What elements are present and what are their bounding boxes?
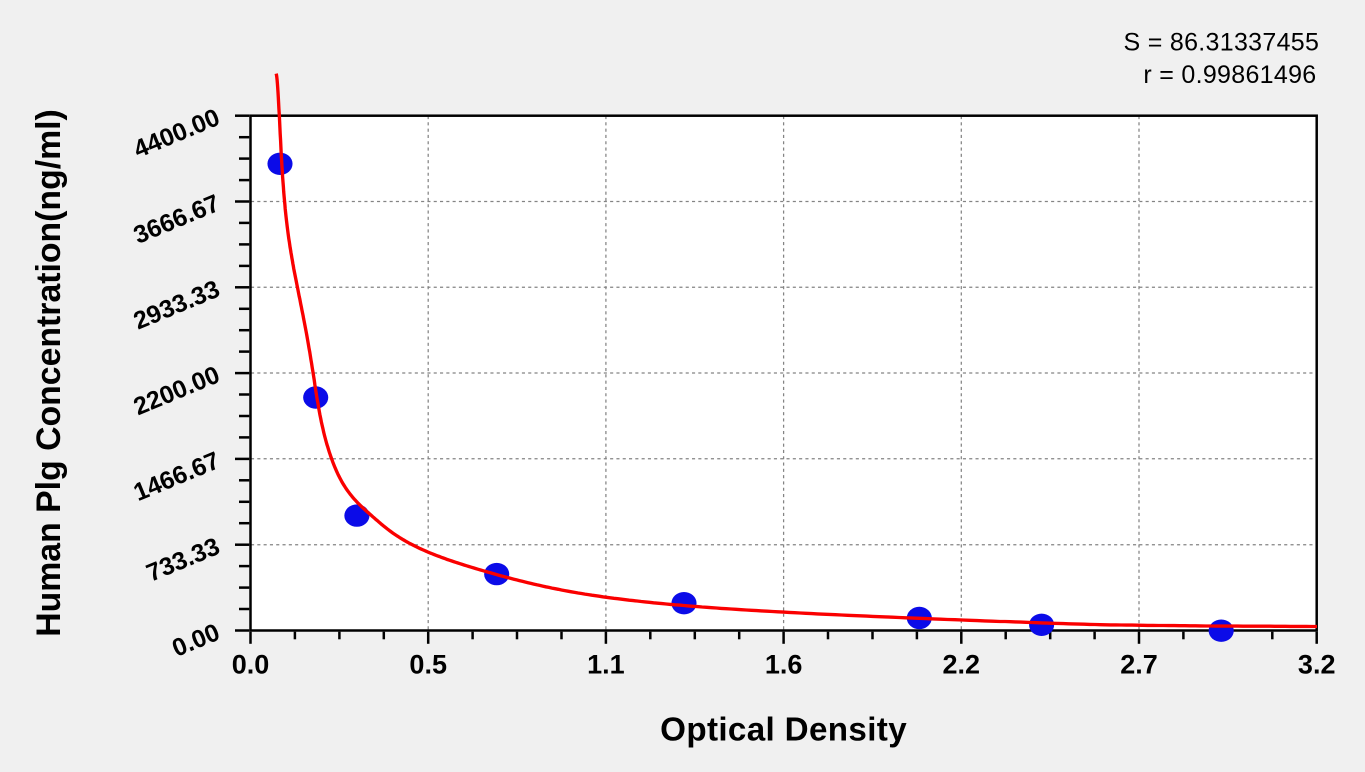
svg-text:3.2: 3.2	[1298, 650, 1336, 680]
svg-text:0.0: 0.0	[232, 650, 270, 680]
svg-text:1.1: 1.1	[587, 650, 625, 680]
svg-text:2.2: 2.2	[943, 650, 981, 680]
svg-text:0.5: 0.5	[409, 650, 447, 680]
svg-text:S = 86.31337455: S = 86.31337455	[1124, 29, 1320, 57]
svg-text:1.6: 1.6	[765, 650, 803, 680]
svg-text:Optical Density: Optical Density	[660, 712, 907, 749]
svg-text:Human Plg Concentration(ng/ml): Human Plg Concentration(ng/ml)	[30, 109, 68, 637]
svg-text:r = 0.99861496: r = 0.99861496	[1143, 61, 1316, 89]
svg-text:2.7: 2.7	[1120, 650, 1158, 680]
